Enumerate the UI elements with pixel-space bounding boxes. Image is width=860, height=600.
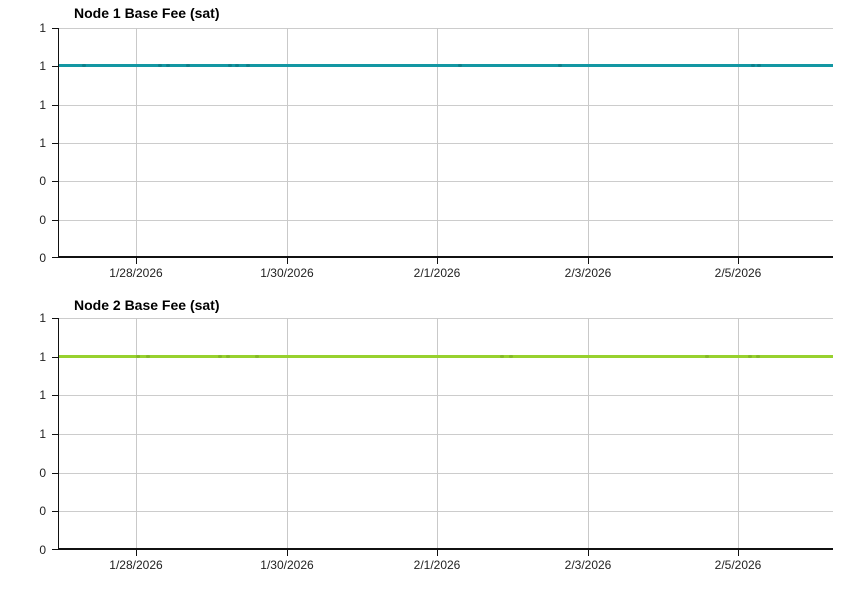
node1-series-line bbox=[59, 64, 833, 67]
x-tick-label: 2/3/2026 bbox=[564, 558, 612, 572]
data-point-marker bbox=[234, 64, 239, 67]
data-point-marker bbox=[457, 64, 462, 67]
y-tick-label: 0 bbox=[39, 543, 46, 557]
gridline bbox=[59, 318, 833, 319]
data-point-marker bbox=[254, 355, 259, 358]
y-tick-label: 0 bbox=[39, 174, 46, 188]
x-tick-mark bbox=[136, 550, 137, 556]
gridline bbox=[738, 318, 739, 548]
x-tick-label: 2/5/2026 bbox=[714, 266, 762, 280]
y-tick-mark bbox=[52, 395, 58, 396]
gridline bbox=[59, 143, 833, 144]
gridline bbox=[136, 318, 137, 548]
y-tick-mark bbox=[52, 549, 58, 550]
x-tick-mark bbox=[738, 258, 739, 264]
y-tick-label: 1 bbox=[39, 388, 46, 402]
y-tick-mark bbox=[52, 357, 58, 358]
y-tick-mark bbox=[52, 143, 58, 144]
y-tick-label: 1 bbox=[39, 427, 46, 441]
y-tick-mark bbox=[52, 257, 58, 258]
data-point-marker bbox=[558, 64, 563, 67]
data-point-marker bbox=[747, 355, 752, 358]
y-tick-mark bbox=[52, 511, 58, 512]
gridline bbox=[59, 105, 833, 106]
y-tick-mark bbox=[52, 181, 58, 182]
y-tick-label: 1 bbox=[39, 98, 46, 112]
x-tick-mark bbox=[287, 258, 288, 264]
gridline bbox=[59, 511, 833, 512]
data-point-marker bbox=[756, 355, 761, 358]
y-tick-label: 0 bbox=[39, 213, 46, 227]
node2-series-line bbox=[59, 355, 833, 358]
gridline bbox=[588, 318, 589, 548]
y-tick-label: 1 bbox=[39, 311, 46, 325]
data-point-marker bbox=[757, 64, 762, 67]
data-point-marker bbox=[705, 355, 710, 358]
x-tick-label: 1/30/2026 bbox=[260, 266, 314, 280]
x-tick-mark bbox=[437, 550, 438, 556]
gridline bbox=[136, 28, 137, 256]
gridline bbox=[59, 473, 833, 474]
y-tick-label: 0 bbox=[39, 251, 46, 265]
x-tick-mark bbox=[738, 550, 739, 556]
x-tick-label: 1/28/2026 bbox=[109, 558, 163, 572]
data-point-marker bbox=[750, 64, 755, 67]
x-tick-label: 2/5/2026 bbox=[714, 558, 762, 572]
x-tick-mark bbox=[136, 258, 137, 264]
y-tick-mark bbox=[52, 318, 58, 319]
plot-area bbox=[58, 28, 833, 258]
y-tick-label: 1 bbox=[39, 136, 46, 150]
gridline bbox=[738, 28, 739, 256]
y-tick-mark bbox=[52, 105, 58, 106]
plot-area bbox=[58, 318, 833, 550]
y-tick-label: 1 bbox=[39, 59, 46, 73]
y-tick-mark bbox=[52, 473, 58, 474]
data-point-marker bbox=[136, 355, 141, 358]
gridline bbox=[59, 28, 833, 29]
data-point-marker bbox=[82, 64, 87, 67]
data-point-marker bbox=[500, 355, 505, 358]
x-tick-mark bbox=[588, 550, 589, 556]
x-tick-label: 1/30/2026 bbox=[260, 558, 314, 572]
data-point-marker bbox=[145, 355, 150, 358]
data-point-marker bbox=[185, 64, 190, 67]
data-point-marker bbox=[509, 355, 514, 358]
data-point-marker bbox=[217, 355, 222, 358]
x-tick-label: 2/1/2026 bbox=[413, 558, 461, 572]
data-point-marker bbox=[226, 355, 231, 358]
x-tick-mark bbox=[287, 550, 288, 556]
y-tick-mark bbox=[52, 434, 58, 435]
data-point-marker bbox=[165, 64, 170, 67]
data-point-marker bbox=[158, 64, 163, 67]
data-point-marker bbox=[227, 64, 232, 67]
chart-title: Node 1 Base Fee (sat) bbox=[74, 5, 220, 21]
y-tick-label: 0 bbox=[39, 504, 46, 518]
chart-title: Node 2 Base Fee (sat) bbox=[74, 297, 220, 313]
y-tick-label: 0 bbox=[39, 466, 46, 480]
x-tick-label: 1/28/2026 bbox=[109, 266, 163, 280]
gridline bbox=[437, 28, 438, 256]
gridline bbox=[287, 318, 288, 548]
y-tick-mark bbox=[52, 28, 58, 29]
data-point-marker bbox=[245, 64, 250, 67]
y-tick-label: 1 bbox=[39, 350, 46, 364]
y-tick-mark bbox=[52, 66, 58, 67]
gridline bbox=[287, 28, 288, 256]
y-tick-label: 1 bbox=[39, 21, 46, 35]
x-tick-label: 2/3/2026 bbox=[564, 266, 612, 280]
gridline bbox=[588, 28, 589, 256]
gridline bbox=[59, 181, 833, 182]
y-tick-mark bbox=[52, 220, 58, 221]
x-tick-label: 2/1/2026 bbox=[413, 266, 461, 280]
gridline bbox=[59, 395, 833, 396]
gridline bbox=[59, 220, 833, 221]
x-tick-mark bbox=[588, 258, 589, 264]
gridline bbox=[59, 434, 833, 435]
gridline bbox=[437, 318, 438, 548]
x-tick-mark bbox=[437, 258, 438, 264]
